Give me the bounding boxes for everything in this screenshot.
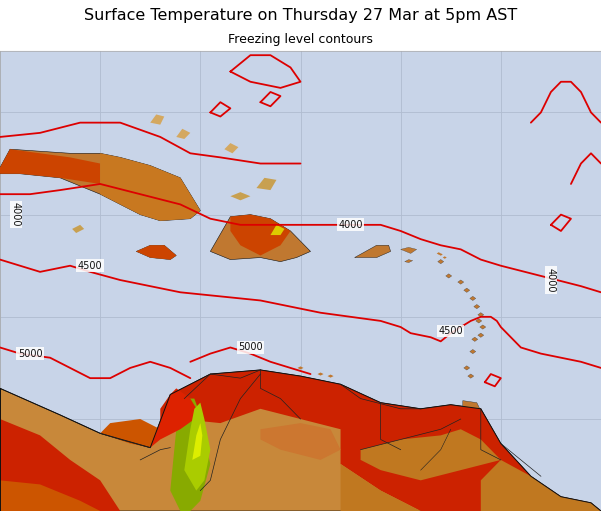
Text: 4500: 4500 <box>78 261 102 271</box>
Polygon shape <box>0 419 120 511</box>
Polygon shape <box>328 375 334 378</box>
Polygon shape <box>480 325 486 329</box>
Polygon shape <box>0 149 200 221</box>
Polygon shape <box>476 319 482 323</box>
Text: Freezing level contours: Freezing level contours <box>228 33 373 47</box>
Polygon shape <box>150 114 164 125</box>
Polygon shape <box>464 288 470 292</box>
Polygon shape <box>468 374 474 378</box>
Polygon shape <box>470 350 476 354</box>
Polygon shape <box>260 423 341 460</box>
Polygon shape <box>0 480 100 511</box>
Polygon shape <box>317 373 323 376</box>
Polygon shape <box>170 399 210 511</box>
Polygon shape <box>257 178 276 190</box>
Polygon shape <box>100 153 200 221</box>
Polygon shape <box>185 403 210 491</box>
Polygon shape <box>72 225 84 233</box>
Polygon shape <box>0 370 601 511</box>
Polygon shape <box>401 247 416 253</box>
Polygon shape <box>0 149 100 184</box>
Polygon shape <box>464 366 470 370</box>
Polygon shape <box>446 274 452 278</box>
Polygon shape <box>463 401 483 419</box>
Polygon shape <box>437 252 441 254</box>
Polygon shape <box>458 280 464 284</box>
Text: 4500: 4500 <box>439 326 463 336</box>
Text: 4000: 4000 <box>546 268 556 292</box>
Polygon shape <box>443 257 447 259</box>
Polygon shape <box>230 192 251 200</box>
Text: 4000: 4000 <box>11 202 21 227</box>
Polygon shape <box>270 225 284 235</box>
Polygon shape <box>355 245 391 258</box>
Polygon shape <box>361 429 501 480</box>
Polygon shape <box>438 260 444 264</box>
Polygon shape <box>341 464 421 511</box>
Polygon shape <box>297 366 304 369</box>
Polygon shape <box>404 260 413 263</box>
Text: 4000: 4000 <box>338 220 363 230</box>
Polygon shape <box>160 370 601 511</box>
Text: Surface Temperature on Thursday 27 Mar at 5pm AST: Surface Temperature on Thursday 27 Mar a… <box>84 8 517 23</box>
Polygon shape <box>176 129 191 139</box>
Polygon shape <box>478 333 484 337</box>
Text: 5000: 5000 <box>18 349 42 359</box>
Polygon shape <box>150 388 200 448</box>
Polygon shape <box>474 305 480 309</box>
Polygon shape <box>224 143 239 153</box>
Polygon shape <box>230 215 290 256</box>
Polygon shape <box>472 337 478 341</box>
Polygon shape <box>100 419 160 448</box>
Polygon shape <box>439 253 443 256</box>
Polygon shape <box>192 423 203 460</box>
Polygon shape <box>478 313 484 317</box>
Polygon shape <box>470 296 476 300</box>
Polygon shape <box>136 245 176 260</box>
Polygon shape <box>481 460 601 511</box>
Polygon shape <box>210 215 311 262</box>
Text: 5000: 5000 <box>238 342 263 353</box>
Polygon shape <box>136 245 176 260</box>
